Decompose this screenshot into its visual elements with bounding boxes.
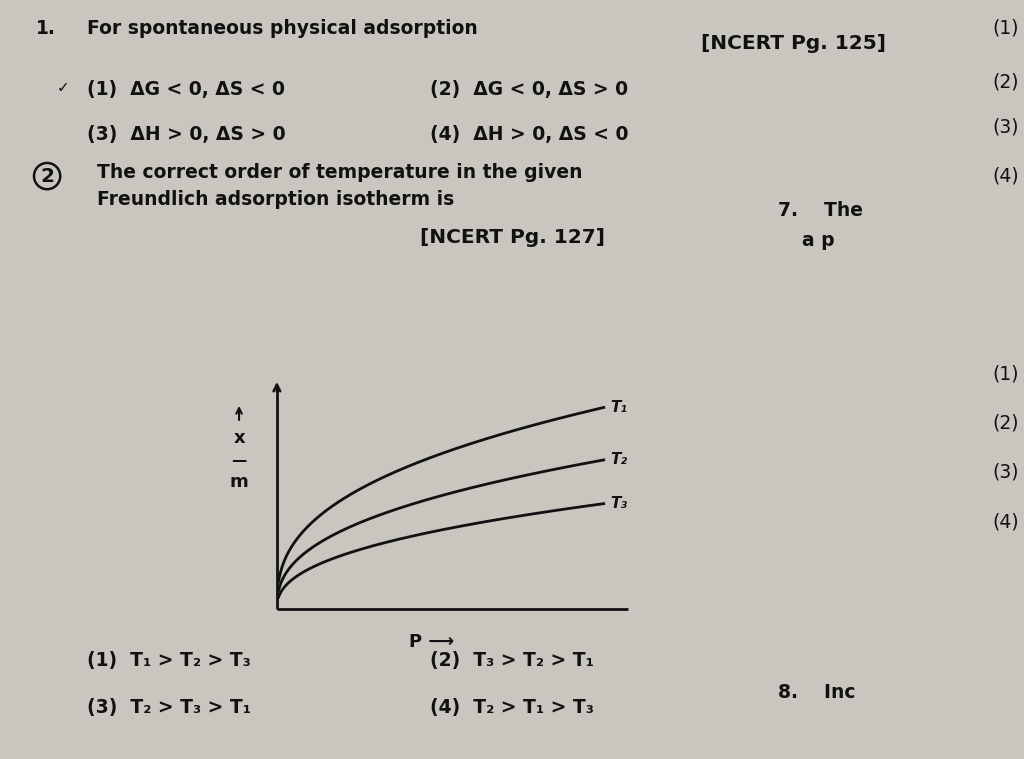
- Text: (3): (3): [992, 118, 1019, 137]
- Text: (4)  T₂ > T₁ > T₃: (4) T₂ > T₁ > T₃: [430, 698, 594, 717]
- Text: 1.: 1.: [36, 19, 55, 38]
- Text: (3): (3): [992, 463, 1019, 482]
- Text: [NCERT Pg. 127]: [NCERT Pg. 127]: [420, 228, 604, 247]
- Text: (1): (1): [992, 364, 1019, 383]
- Text: (2): (2): [992, 72, 1019, 91]
- Text: —: —: [231, 453, 247, 468]
- Text: 2: 2: [40, 166, 54, 186]
- Text: (2): (2): [992, 414, 1019, 433]
- Text: For spontaneous physical adsorption: For spontaneous physical adsorption: [87, 19, 478, 38]
- Text: (1)  T₁ > T₂ > T₃: (1) T₁ > T₂ > T₃: [87, 651, 251, 670]
- Text: (3)  ΔH > 0, ΔS > 0: (3) ΔH > 0, ΔS > 0: [87, 125, 286, 144]
- Text: x: x: [233, 430, 245, 447]
- Text: (1): (1): [992, 19, 1019, 38]
- Text: (4): (4): [992, 512, 1019, 531]
- Text: ✓: ✓: [56, 80, 69, 95]
- Text: P ⟶: P ⟶: [410, 632, 455, 650]
- Text: 7.    The: 7. The: [778, 201, 863, 220]
- Text: m: m: [229, 473, 249, 491]
- Text: T₂: T₂: [610, 452, 628, 468]
- Text: (2)  T₃ > T₂ > T₁: (2) T₃ > T₂ > T₁: [430, 651, 594, 670]
- Text: (1)  ΔG < 0, ΔS < 0: (1) ΔG < 0, ΔS < 0: [87, 80, 285, 99]
- Text: (2)  ΔG < 0, ΔS > 0: (2) ΔG < 0, ΔS > 0: [430, 80, 628, 99]
- Text: The correct order of temperature in the given: The correct order of temperature in the …: [97, 163, 583, 182]
- Text: T₁: T₁: [610, 400, 628, 415]
- Text: (3)  T₂ > T₃ > T₁: (3) T₂ > T₃ > T₁: [87, 698, 251, 717]
- Text: 8.    Inc: 8. Inc: [778, 683, 856, 702]
- Text: T₃: T₃: [610, 496, 628, 511]
- Text: [NCERT Pg. 125]: [NCERT Pg. 125]: [701, 34, 887, 53]
- Text: Freundlich adsorption isotherm is: Freundlich adsorption isotherm is: [97, 190, 455, 209]
- Text: (4): (4): [992, 167, 1019, 186]
- Text: (4)  ΔH > 0, ΔS < 0: (4) ΔH > 0, ΔS < 0: [430, 125, 629, 144]
- Text: a p: a p: [802, 231, 835, 250]
